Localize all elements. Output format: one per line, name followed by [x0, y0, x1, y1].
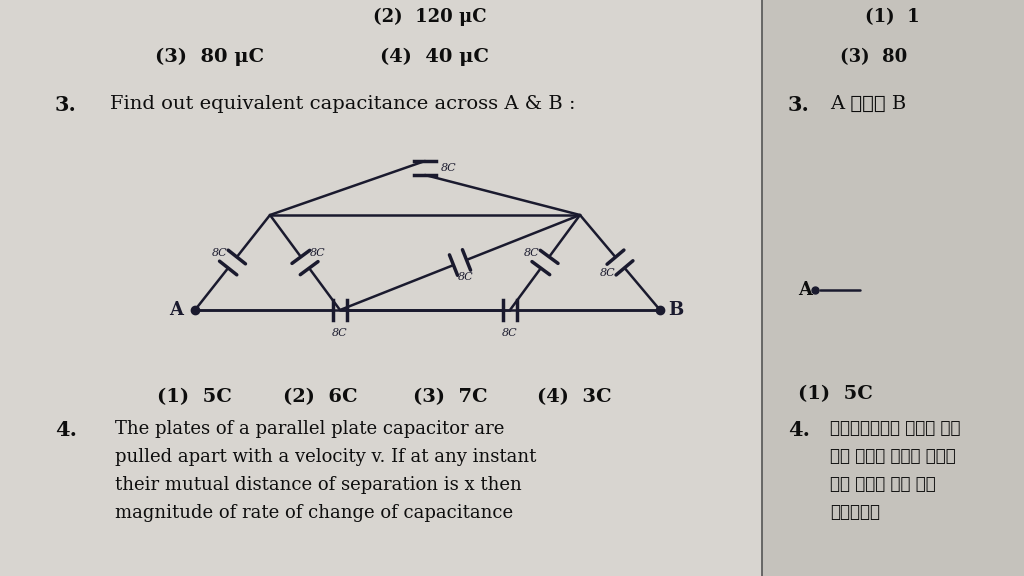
Text: 8C: 8C: [600, 268, 615, 278]
Text: (1)  1: (1) 1: [865, 8, 920, 26]
Text: (2)  6C: (2) 6C: [283, 388, 357, 406]
Text: pulled apart with a velocity v. If at any instant: pulled apart with a velocity v. If at an…: [115, 448, 537, 466]
Text: (3)  80: (3) 80: [840, 48, 907, 66]
Text: 4.: 4.: [55, 420, 77, 440]
Text: 4.: 4.: [788, 420, 810, 440]
Text: (1)  5C: (1) 5C: [798, 385, 872, 403]
Text: magnitude of rate of change of capacitance: magnitude of rate of change of capacitan…: [115, 504, 513, 522]
Text: (3)  80 μC: (3) 80 μC: [155, 48, 264, 66]
Text: Find out equivalent capacitance across A & B :: Find out equivalent capacitance across A…: [110, 95, 575, 113]
Text: 8C: 8C: [524, 248, 540, 258]
Text: 8C: 8C: [502, 328, 518, 338]
Text: 8C: 8C: [310, 248, 326, 258]
Text: 8C: 8C: [441, 163, 457, 173]
Bar: [762, 0, 1024, 576]
Text: 3.: 3.: [788, 95, 810, 115]
Text: (2)  120 μC: (2) 120 μC: [373, 8, 486, 26]
Text: their mutual distance of separation is x then: their mutual distance of separation is x…: [115, 476, 522, 494]
Text: 8C: 8C: [458, 272, 474, 282]
Text: तो समय के सा: तो समय के सा: [830, 476, 936, 493]
Text: जा रहा है। यदि: जा रहा है। यदि: [830, 448, 955, 465]
Text: (4)  3C: (4) 3C: [537, 388, 611, 406]
Text: A: A: [798, 281, 812, 299]
Text: (4)  40 μC: (4) 40 μC: [380, 48, 489, 66]
Text: (1)  5C: (1) 5C: [157, 388, 231, 406]
Text: 8C: 8C: [332, 328, 348, 338]
Text: A: A: [169, 301, 183, 319]
Text: 8C: 8C: [212, 248, 227, 257]
Text: होगी।: होगी।: [830, 504, 880, 521]
Text: B: B: [668, 301, 683, 319]
Text: समान्तर पढ़ सा: समान्तर पढ़ सा: [830, 420, 961, 437]
Text: A तथा B: A तथा B: [830, 95, 906, 113]
Text: The plates of a parallel plate capacitor are: The plates of a parallel plate capacitor…: [115, 420, 505, 438]
Text: 3.: 3.: [55, 95, 77, 115]
Text: (3)  7C: (3) 7C: [413, 388, 487, 406]
